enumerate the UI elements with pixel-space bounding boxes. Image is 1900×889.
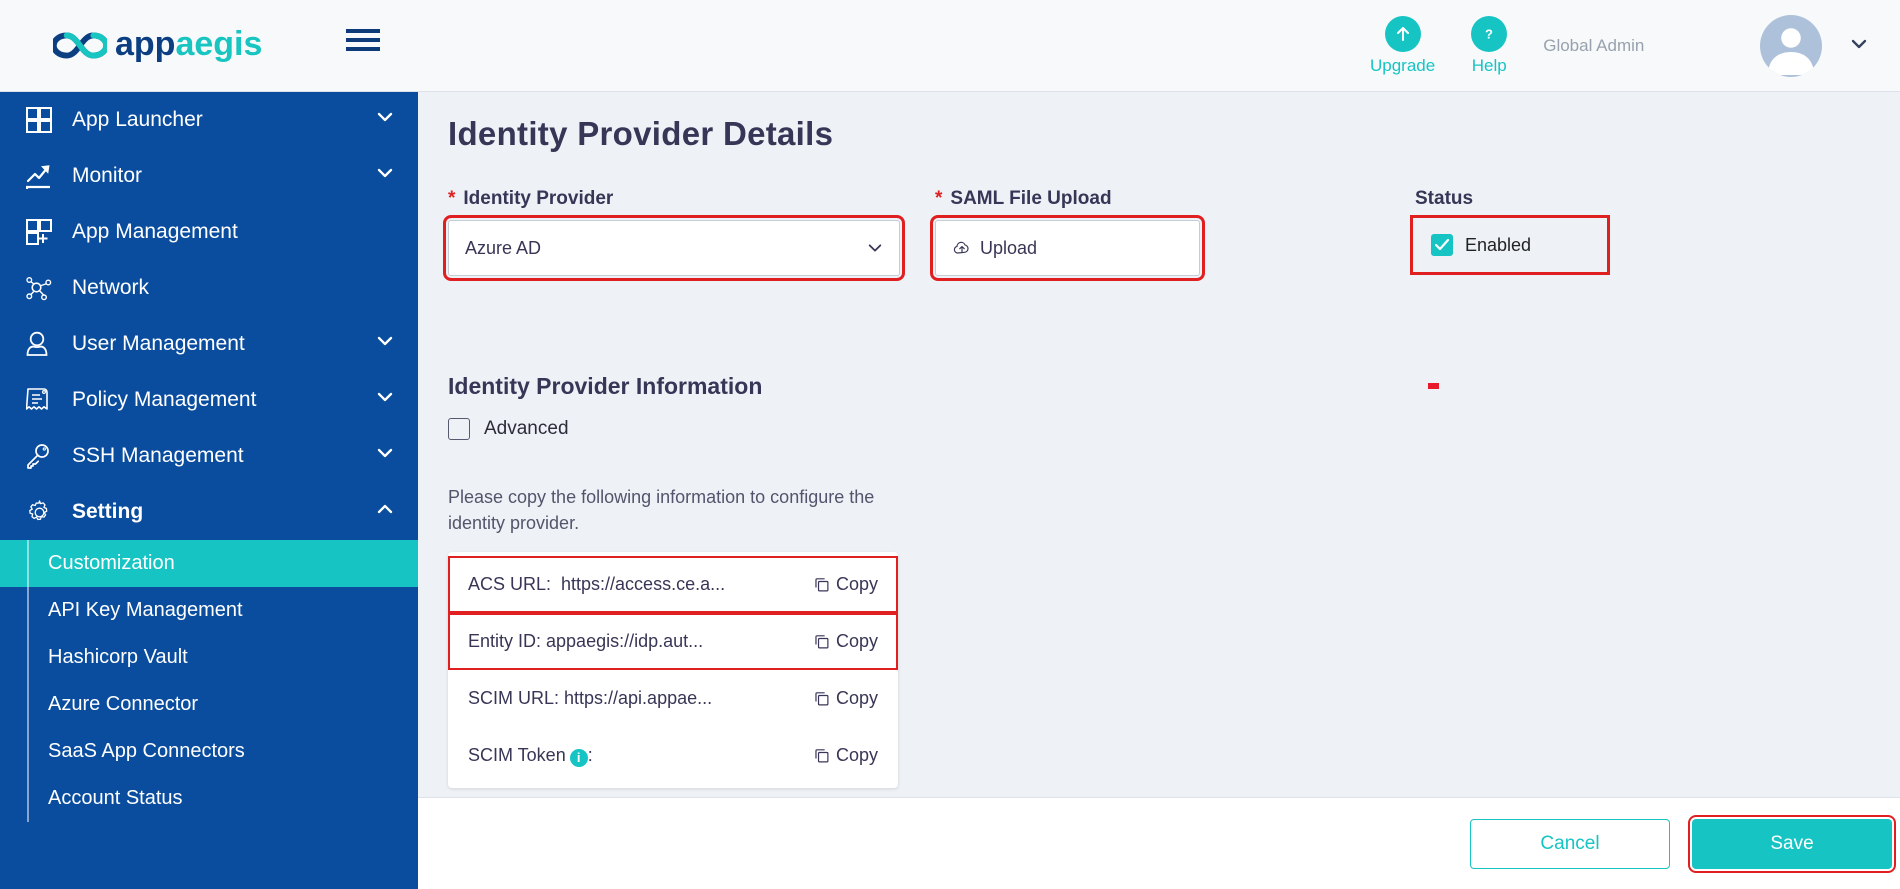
svg-text:?: ? (1485, 27, 1493, 42)
svg-text:appaegis: appaegis (115, 25, 262, 63)
